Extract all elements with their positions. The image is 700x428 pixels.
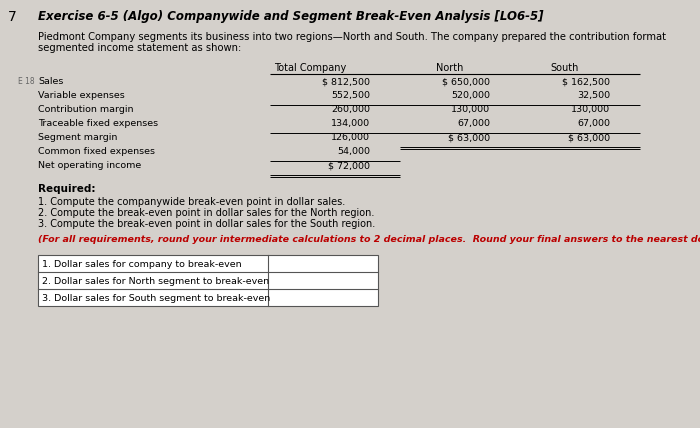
Text: $ 650,000: $ 650,000 xyxy=(442,77,490,86)
Text: 7: 7 xyxy=(8,10,17,24)
Text: (For all requirements, round your intermediate calculations to 2 decimal places.: (For all requirements, round your interm… xyxy=(38,235,700,244)
Text: North: North xyxy=(436,63,463,73)
Text: 32,500: 32,500 xyxy=(577,91,610,100)
Text: Piedmont Company segments its business into two regions—North and South. The com: Piedmont Company segments its business i… xyxy=(38,32,666,42)
Text: Segment margin: Segment margin xyxy=(38,133,118,142)
Text: Contribution margin: Contribution margin xyxy=(38,105,134,114)
Text: $ 63,000: $ 63,000 xyxy=(448,133,490,142)
Text: South: South xyxy=(551,63,579,73)
Text: $ 72,000: $ 72,000 xyxy=(328,161,370,170)
Text: Net operating income: Net operating income xyxy=(38,161,141,170)
Text: 130,000: 130,000 xyxy=(451,105,490,114)
Text: 67,000: 67,000 xyxy=(577,119,610,128)
Text: 552,500: 552,500 xyxy=(331,91,370,100)
Text: 2. Dollar sales for North segment to break-even: 2. Dollar sales for North segment to bre… xyxy=(42,277,269,286)
Text: Common fixed expenses: Common fixed expenses xyxy=(38,147,155,156)
Text: 2. Compute the break-even point in dollar sales for the North region.: 2. Compute the break-even point in dolla… xyxy=(38,208,375,218)
Text: 126,000: 126,000 xyxy=(331,133,370,142)
Text: 130,000: 130,000 xyxy=(571,105,610,114)
Text: 1. Dollar sales for company to break-even: 1. Dollar sales for company to break-eve… xyxy=(42,260,241,269)
Text: $ 162,500: $ 162,500 xyxy=(562,77,610,86)
Text: Exercise 6-5 (Algo) Companywide and Segment Break-Even Analysis [LO6-5]: Exercise 6-5 (Algo) Companywide and Segm… xyxy=(38,10,543,23)
Text: 520,000: 520,000 xyxy=(451,91,490,100)
Text: 3. Compute the break-even point in dollar sales for the South region.: 3. Compute the break-even point in dolla… xyxy=(38,219,375,229)
Text: Variable expenses: Variable expenses xyxy=(38,91,125,100)
Text: 3. Dollar sales for South segment to break-even: 3. Dollar sales for South segment to bre… xyxy=(42,294,270,303)
Text: Total Company: Total Company xyxy=(274,63,346,73)
Text: 67,000: 67,000 xyxy=(457,119,490,128)
Bar xyxy=(38,255,378,306)
Text: Sales: Sales xyxy=(38,77,64,86)
Text: 54,000: 54,000 xyxy=(337,147,370,156)
Text: 134,000: 134,000 xyxy=(331,119,370,128)
Text: 1. Compute the companywide break-even point in dollar sales.: 1. Compute the companywide break-even po… xyxy=(38,197,345,207)
Text: 260,000: 260,000 xyxy=(331,105,370,114)
Text: E 18: E 18 xyxy=(18,77,34,86)
Text: $ 63,000: $ 63,000 xyxy=(568,133,610,142)
Text: Traceable fixed expenses: Traceable fixed expenses xyxy=(38,119,158,128)
Text: segmented income statement as shown:: segmented income statement as shown: xyxy=(38,43,242,53)
Text: $ 812,500: $ 812,500 xyxy=(322,77,370,86)
Text: Required:: Required: xyxy=(38,184,95,194)
